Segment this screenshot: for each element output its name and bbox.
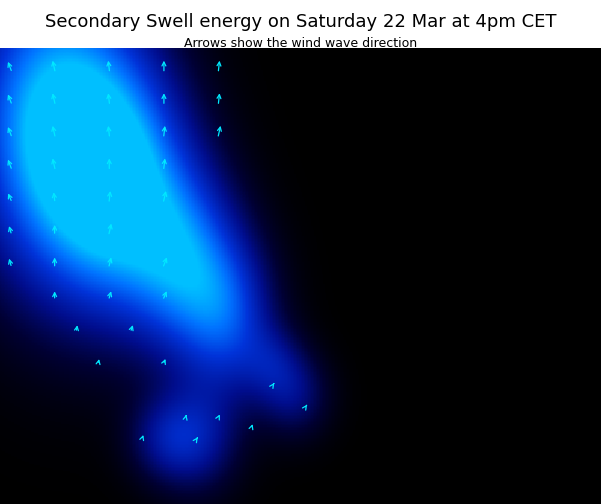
Text: Arrows show the wind wave direction: Arrows show the wind wave direction — [184, 37, 417, 50]
Text: Secondary Swell energy on Saturday 22 Mar at 4pm CET: Secondary Swell energy on Saturday 22 Ma… — [44, 14, 557, 31]
